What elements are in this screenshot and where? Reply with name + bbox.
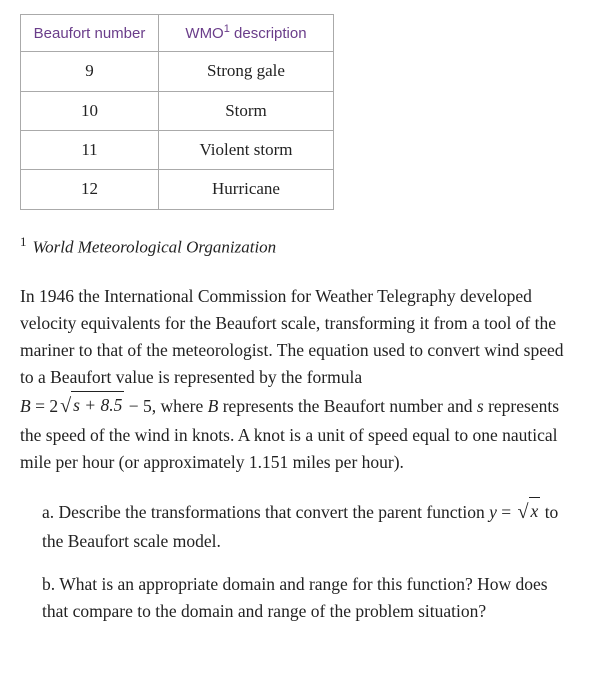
table-row: 9Strong gale bbox=[21, 52, 334, 91]
formula: B bbox=[20, 396, 31, 416]
beaufort-table: Beaufort number WMO1 description 9Strong… bbox=[20, 14, 334, 210]
col-header-wmo: WMO1 description bbox=[159, 15, 334, 52]
table-row: 11Violent storm bbox=[21, 130, 334, 169]
footnote: 1World Meteorological Organization bbox=[20, 232, 572, 261]
question-b: b. What is an appropriate domain and ran… bbox=[20, 571, 572, 625]
body-paragraph: In 1946 the International Commission for… bbox=[20, 283, 572, 477]
table-row: 10Storm bbox=[21, 91, 334, 130]
col-header-beaufort: Beaufort number bbox=[21, 15, 159, 52]
table-row: 12Hurricane bbox=[21, 170, 334, 209]
question-a: a. Describe the transformations that con… bbox=[20, 497, 572, 555]
